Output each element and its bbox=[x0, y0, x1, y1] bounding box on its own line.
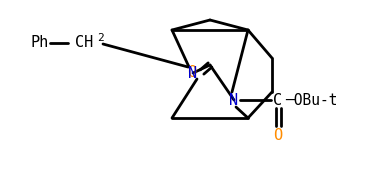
Text: C: C bbox=[273, 93, 283, 108]
Text: Ph: Ph bbox=[30, 35, 48, 50]
Text: N: N bbox=[230, 93, 239, 108]
Text: CH: CH bbox=[75, 35, 93, 50]
Text: N: N bbox=[188, 66, 198, 81]
Text: ─OBu-t: ─OBu-t bbox=[285, 93, 337, 108]
Text: O: O bbox=[187, 64, 196, 79]
Text: O: O bbox=[273, 127, 283, 142]
Text: 2: 2 bbox=[97, 33, 104, 43]
